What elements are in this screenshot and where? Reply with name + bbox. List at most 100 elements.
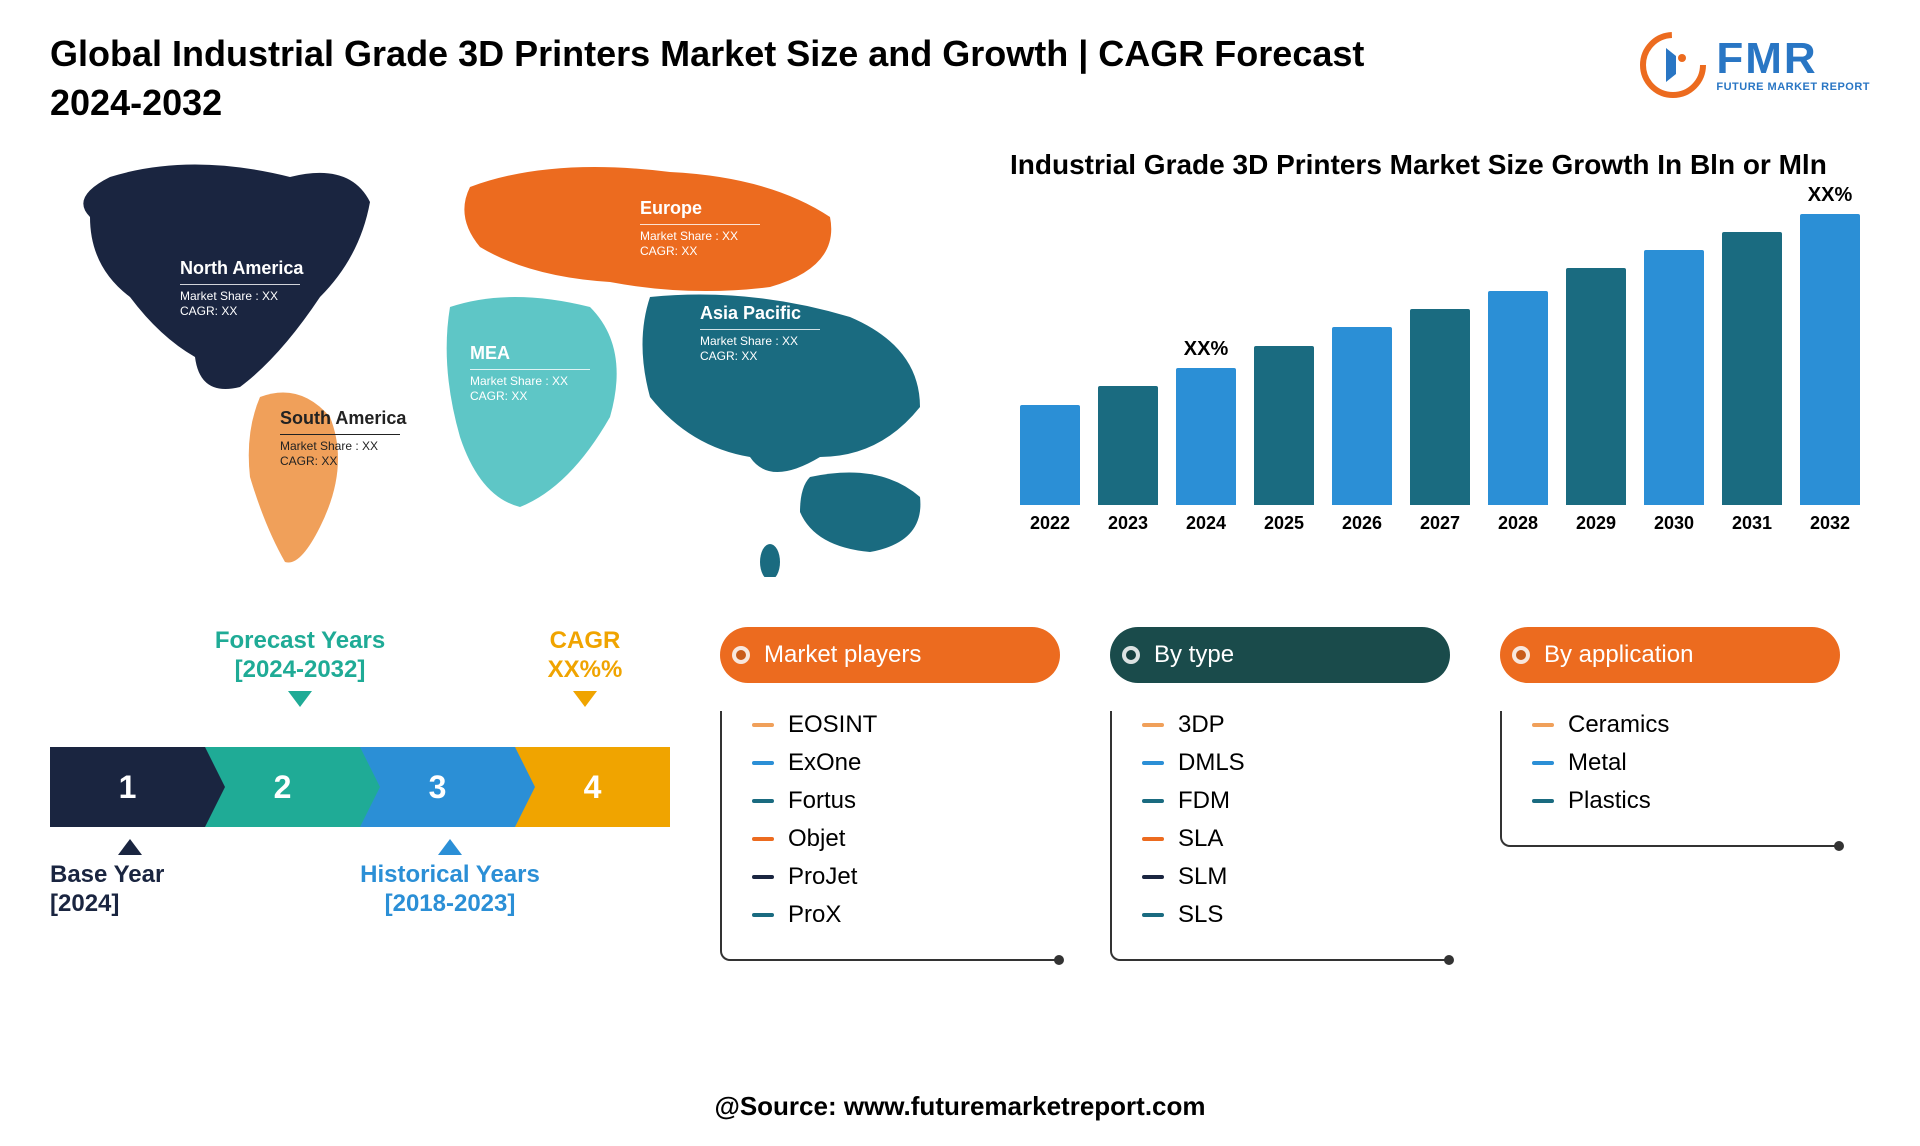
list-item-label: FDM xyxy=(1178,787,1230,815)
tick-icon xyxy=(1142,913,1164,917)
logo-icon xyxy=(1638,30,1708,100)
bar-year-label: 2026 xyxy=(1342,513,1382,534)
source-attribution: @Source: www.futuremarketreport.com xyxy=(0,1091,1920,1122)
list-item-label: DMLS xyxy=(1178,749,1245,777)
bar-rect xyxy=(1488,291,1548,505)
world-map: North America Market Share : XX CAGR: XX… xyxy=(50,147,970,577)
bar-2026: 2026 xyxy=(1332,327,1392,533)
list-item: ProX xyxy=(752,901,1040,929)
list-item: ProJet xyxy=(752,863,1040,891)
tick-icon xyxy=(752,913,774,917)
bar-chart: Industrial Grade 3D Printers Market Size… xyxy=(1010,147,1870,577)
bar-rect xyxy=(1410,309,1470,504)
list-item-label: Plastics xyxy=(1568,787,1651,815)
bar-2023: 2023 xyxy=(1098,386,1158,533)
list-item: ExOne xyxy=(752,749,1040,777)
bar-2022: 2022 xyxy=(1020,405,1080,534)
bar-rect xyxy=(1176,368,1236,504)
list-item: DMLS xyxy=(1142,749,1430,777)
bar-year-label: 2022 xyxy=(1030,513,1070,534)
map-label-na: North America Market Share : XX CAGR: XX xyxy=(180,257,303,319)
list-item-label: SLA xyxy=(1178,825,1223,853)
bar-year-label: 2025 xyxy=(1264,513,1304,534)
by-type-header: By type xyxy=(1110,627,1450,683)
bar-year-label: 2029 xyxy=(1576,513,1616,534)
bar-rect xyxy=(1800,214,1860,505)
list-item-label: Fortus xyxy=(788,787,856,815)
header: Global Industrial Grade 3D Printers Mark… xyxy=(50,30,1870,127)
map-label-sa: South America Market Share : XX CAGR: XX xyxy=(280,407,406,469)
forecast-label: Forecast Years [2024-2032] xyxy=(200,627,400,707)
list-item-label: SLM xyxy=(1178,863,1227,891)
list-item: Ceramics xyxy=(1532,711,1820,739)
timeline-seg-1: 1 xyxy=(50,747,205,827)
list-item-label: SLS xyxy=(1178,901,1223,929)
list-item: SLA xyxy=(1142,825,1430,853)
by-type-title: By type xyxy=(1154,641,1234,669)
tick-icon xyxy=(752,837,774,841)
bar-rect xyxy=(1254,346,1314,505)
by-application-col: By application Ceramics Metal Plastics xyxy=(1500,627,1840,847)
logo-text-sub: FUTURE MARKET REPORT xyxy=(1716,81,1870,93)
bar-rect xyxy=(1722,232,1782,505)
bar-rect xyxy=(1332,327,1392,504)
list-item-label: 3DP xyxy=(1178,711,1225,739)
market-players-list: EOSINT ExOne Fortus Objet ProJet ProX xyxy=(720,711,1060,961)
bar-rect xyxy=(1566,268,1626,504)
bullet-icon xyxy=(1512,646,1530,664)
bar-year-label: 2024 xyxy=(1186,513,1226,534)
bar-2025: 2025 xyxy=(1254,346,1314,534)
map-nz xyxy=(760,544,780,577)
bar-year-label: 2032 xyxy=(1810,513,1850,534)
tick-icon xyxy=(1142,761,1164,765)
bar-rect xyxy=(1644,250,1704,505)
tick-icon xyxy=(752,723,774,727)
tick-icon xyxy=(1532,761,1554,765)
list-item: EOSINT xyxy=(752,711,1040,739)
list-item: 3DP xyxy=(1142,711,1430,739)
tick-icon xyxy=(1142,723,1164,727)
tick-icon xyxy=(1142,799,1164,803)
list-item: Fortus xyxy=(752,787,1040,815)
bar-2027: 2027 xyxy=(1410,309,1470,533)
page-title: Global Industrial Grade 3D Printers Mark… xyxy=(50,30,1450,127)
timeline-seg-3: 3 xyxy=(360,747,515,827)
market-players-header: Market players xyxy=(720,627,1060,683)
bar-rect xyxy=(1020,405,1080,505)
list-item: FDM xyxy=(1142,787,1430,815)
bar-2028: 2028 xyxy=(1488,291,1548,534)
bar-2024: XX% 2024 xyxy=(1176,368,1236,533)
brand-logo: FMR FUTURE MARKET REPORT xyxy=(1638,30,1870,100)
tick-icon xyxy=(752,875,774,879)
bullet-icon xyxy=(732,646,750,664)
bar-annot-2032: XX% xyxy=(1808,184,1852,207)
bars-container: 2022 2023 XX% 2024 2025 2026 2027 2028 2… xyxy=(1010,214,1870,534)
tick-icon xyxy=(752,761,774,765)
bar-2030: 2030 xyxy=(1644,250,1704,534)
by-type-col: By type 3DP DMLS FDM SLA SLM SLS xyxy=(1110,627,1450,961)
bullet-icon xyxy=(1122,646,1140,664)
timeline: Forecast Years [2024-2032] CAGR XX%% 1 2… xyxy=(50,627,670,939)
map-label-ap: Asia Pacific Market Share : XX CAGR: XX xyxy=(700,302,820,364)
bar-year-label: 2028 xyxy=(1498,513,1538,534)
map-label-mea: MEA Market Share : XX CAGR: XX xyxy=(470,342,590,404)
top-row: North America Market Share : XX CAGR: XX… xyxy=(50,147,1870,577)
bar-rect xyxy=(1098,386,1158,504)
list-item-label: Objet xyxy=(788,825,845,853)
hist-years-label: Historical Years [2018-2023] xyxy=(340,839,560,919)
list-item: Metal xyxy=(1532,749,1820,777)
bar-year-label: 2031 xyxy=(1732,513,1772,534)
list-item-label: EOSINT xyxy=(788,711,877,739)
bar-year-label: 2027 xyxy=(1420,513,1460,534)
market-players-col: Market players EOSINT ExOne Fortus Objet Pro… xyxy=(720,627,1060,961)
by-application-header: By application xyxy=(1500,627,1840,683)
bottom-row: Forecast Years [2024-2032] CAGR XX%% 1 2… xyxy=(50,627,1870,961)
bar-2032: XX% 2032 xyxy=(1800,214,1860,534)
base-year-label: Base Year [2024] xyxy=(50,839,210,919)
list-item-label: ExOne xyxy=(788,749,861,777)
tick-icon xyxy=(1532,799,1554,803)
list-item-label: Ceramics xyxy=(1568,711,1669,739)
bar-2031: 2031 xyxy=(1722,232,1782,534)
tick-icon xyxy=(1142,837,1164,841)
tick-icon xyxy=(1142,875,1164,879)
